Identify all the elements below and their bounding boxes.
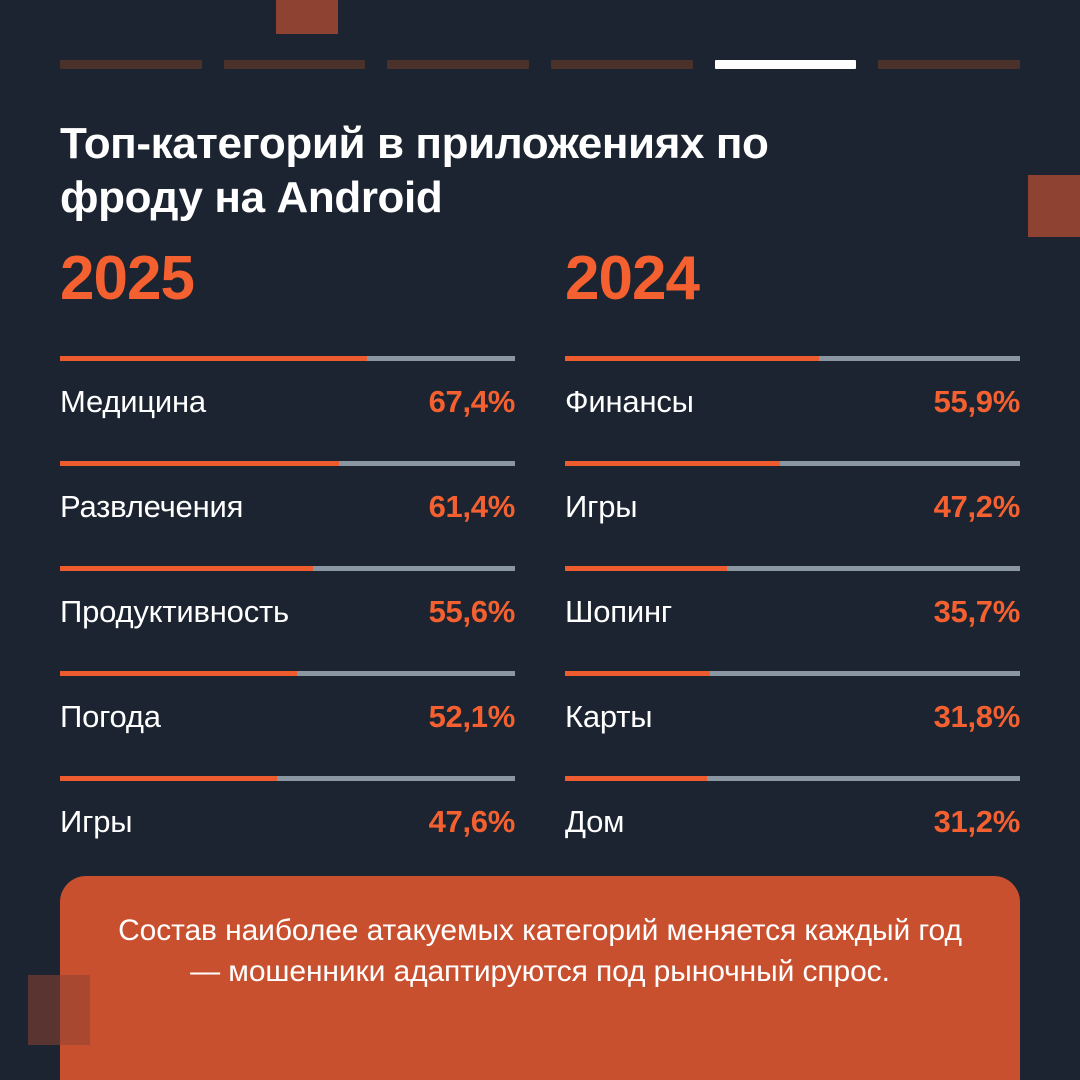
decorative-block-bottom-left (28, 975, 90, 1045)
category-row: Карты 31,8% (565, 671, 1020, 776)
category-label: Шопинг (565, 594, 672, 629)
progress-bar-track (60, 776, 515, 781)
category-row: Игры 47,2% (565, 461, 1020, 566)
category-row: Шопинг 35,7% (565, 566, 1020, 671)
category-row-line: Погода 52,1% (60, 699, 515, 735)
progress-bar-track (565, 776, 1020, 781)
category-value: 67,4% (428, 384, 516, 419)
category-row-line: Финансы 55,9% (565, 384, 1020, 420)
progress-bar-track (60, 461, 515, 466)
progress-bar-track (565, 671, 1020, 676)
category-row: Игры 47,6% (60, 776, 515, 881)
category-label: Погода (60, 699, 161, 734)
progress-bar-track (60, 671, 515, 676)
category-row-line: Шопинг 35,7% (565, 594, 1020, 630)
progress-bar-track (565, 356, 1020, 361)
category-value: 55,6% (428, 594, 516, 629)
category-row-line: Карты 31,8% (565, 699, 1020, 735)
story-segment-6[interactable] (878, 60, 1021, 69)
category-label: Развлечения (60, 489, 244, 524)
category-value: 47,6% (428, 804, 516, 839)
category-label: Продуктивность (60, 594, 289, 629)
callout-card: Состав наиболее атакуемых категорий меня… (60, 876, 1020, 1080)
category-row-line: Игры 47,6% (60, 804, 515, 840)
category-row: Развлечения 61,4% (60, 461, 515, 566)
category-value: 52,1% (428, 699, 516, 734)
story-progress-bar (0, 60, 1080, 69)
category-row: Финансы 55,9% (565, 356, 1020, 461)
story-segment-4[interactable] (551, 60, 693, 69)
category-row-line: Дом 31,2% (565, 804, 1020, 840)
progress-bar-fill (60, 776, 277, 781)
progress-bar-fill (565, 461, 780, 466)
decorative-block-top (276, 0, 338, 34)
progress-bar-fill (60, 356, 367, 361)
progress-bar-fill (565, 566, 728, 571)
progress-bar-track (565, 566, 1020, 571)
category-label: Дом (565, 804, 625, 839)
progress-bar-track (565, 461, 1020, 466)
category-row: Продуктивность 55,6% (60, 566, 515, 671)
progress-bar-track (60, 566, 515, 571)
progress-bar-fill (565, 776, 707, 781)
story-segment-3[interactable] (387, 60, 530, 69)
category-value: 35,7% (933, 594, 1021, 629)
year-heading-2024: 2024 (565, 244, 700, 313)
category-row: Дом 31,2% (565, 776, 1020, 881)
category-row: Погода 52,1% (60, 671, 515, 776)
story-segment-1[interactable] (60, 60, 202, 69)
progress-bar-fill (60, 671, 298, 676)
progress-bar-fill (565, 356, 820, 361)
category-row-line: Развлечения 61,4% (60, 489, 515, 525)
progress-bar-fill (60, 566, 313, 571)
category-label: Карты (565, 699, 653, 734)
callout-text: Состав наиболее атакуемых категорий меня… (118, 914, 962, 989)
progress-bar-fill (565, 671, 710, 676)
category-list-2025: Медицина 67,4% Развлечения 61,4% Про (60, 356, 515, 881)
category-row-line: Медицина 67,4% (60, 384, 515, 420)
year-heading-2025: 2025 (60, 244, 195, 313)
progress-bar-track (60, 356, 515, 361)
category-value: 55,9% (933, 384, 1021, 419)
progress-bar-fill (60, 461, 340, 466)
story-segment-2[interactable] (223, 60, 366, 69)
column-2025: 2025 Медицина 67,4% Развлечения 61,4% (60, 248, 515, 881)
category-value: 31,8% (933, 699, 1021, 734)
page-title: Топ-категорий в приложениях по фроду на … (60, 119, 769, 222)
column-2024: 2024 Финансы 55,9% Игры 47,2% (565, 248, 1020, 881)
category-label: Медицина (60, 384, 206, 419)
category-value: 47,2% (933, 489, 1021, 524)
category-row: Медицина 67,4% (60, 356, 515, 461)
category-label: Финансы (565, 384, 694, 419)
category-value: 61,4% (428, 489, 516, 524)
category-row-line: Продуктивность 55,6% (60, 594, 515, 630)
category-row-line: Игры 47,2% (565, 489, 1020, 525)
category-value: 31,2% (933, 804, 1021, 839)
story-segment-5[interactable] (714, 60, 857, 69)
category-list-2024: Финансы 55,9% Игры 47,2% Шопинг (565, 356, 1020, 881)
category-label: Игры (60, 804, 133, 839)
category-label: Игры (565, 489, 638, 524)
year-columns: 2025 Медицина 67,4% Развлечения 61,4% (0, 248, 1080, 881)
decorative-block-right (1028, 175, 1080, 237)
